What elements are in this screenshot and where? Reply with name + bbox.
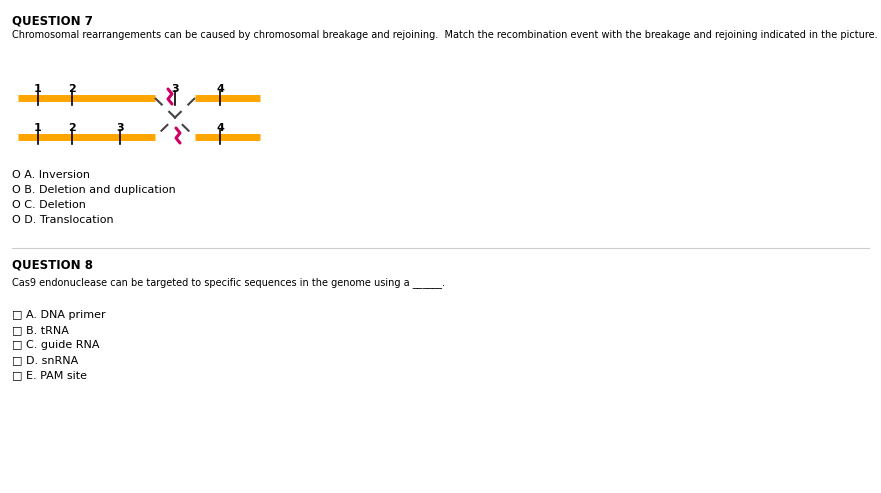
Text: O C. Deletion: O C. Deletion [12, 200, 85, 210]
Text: Chromosomal rearrangements can be caused by chromosomal breakage and rejoining. : Chromosomal rearrangements can be caused… [12, 30, 877, 40]
Text: QUESTION 7: QUESTION 7 [12, 14, 93, 27]
Text: □ E. PAM site: □ E. PAM site [12, 370, 87, 380]
Text: 2: 2 [68, 123, 76, 133]
Text: □ B. tRNA: □ B. tRNA [12, 325, 69, 335]
Text: 1: 1 [34, 84, 42, 94]
Text: 2: 2 [68, 84, 76, 94]
Text: QUESTION 8: QUESTION 8 [12, 258, 93, 271]
Text: 3: 3 [116, 123, 124, 133]
Text: O D. Translocation: O D. Translocation [12, 215, 114, 225]
Text: O B. Deletion and duplication: O B. Deletion and duplication [12, 185, 175, 195]
Text: □ C. guide RNA: □ C. guide RNA [12, 340, 100, 350]
Text: 4: 4 [216, 123, 224, 133]
Text: O A. Inversion: O A. Inversion [12, 170, 90, 180]
Text: 1: 1 [34, 123, 42, 133]
Text: 3: 3 [171, 84, 179, 94]
Text: □ A. DNA primer: □ A. DNA primer [12, 310, 106, 320]
Text: □ D. snRNA: □ D. snRNA [12, 355, 78, 365]
Text: Cas9 endonuclease can be targeted to specific sequences in the genome using a __: Cas9 endonuclease can be targeted to spe… [12, 277, 445, 288]
Text: 4: 4 [216, 84, 224, 94]
